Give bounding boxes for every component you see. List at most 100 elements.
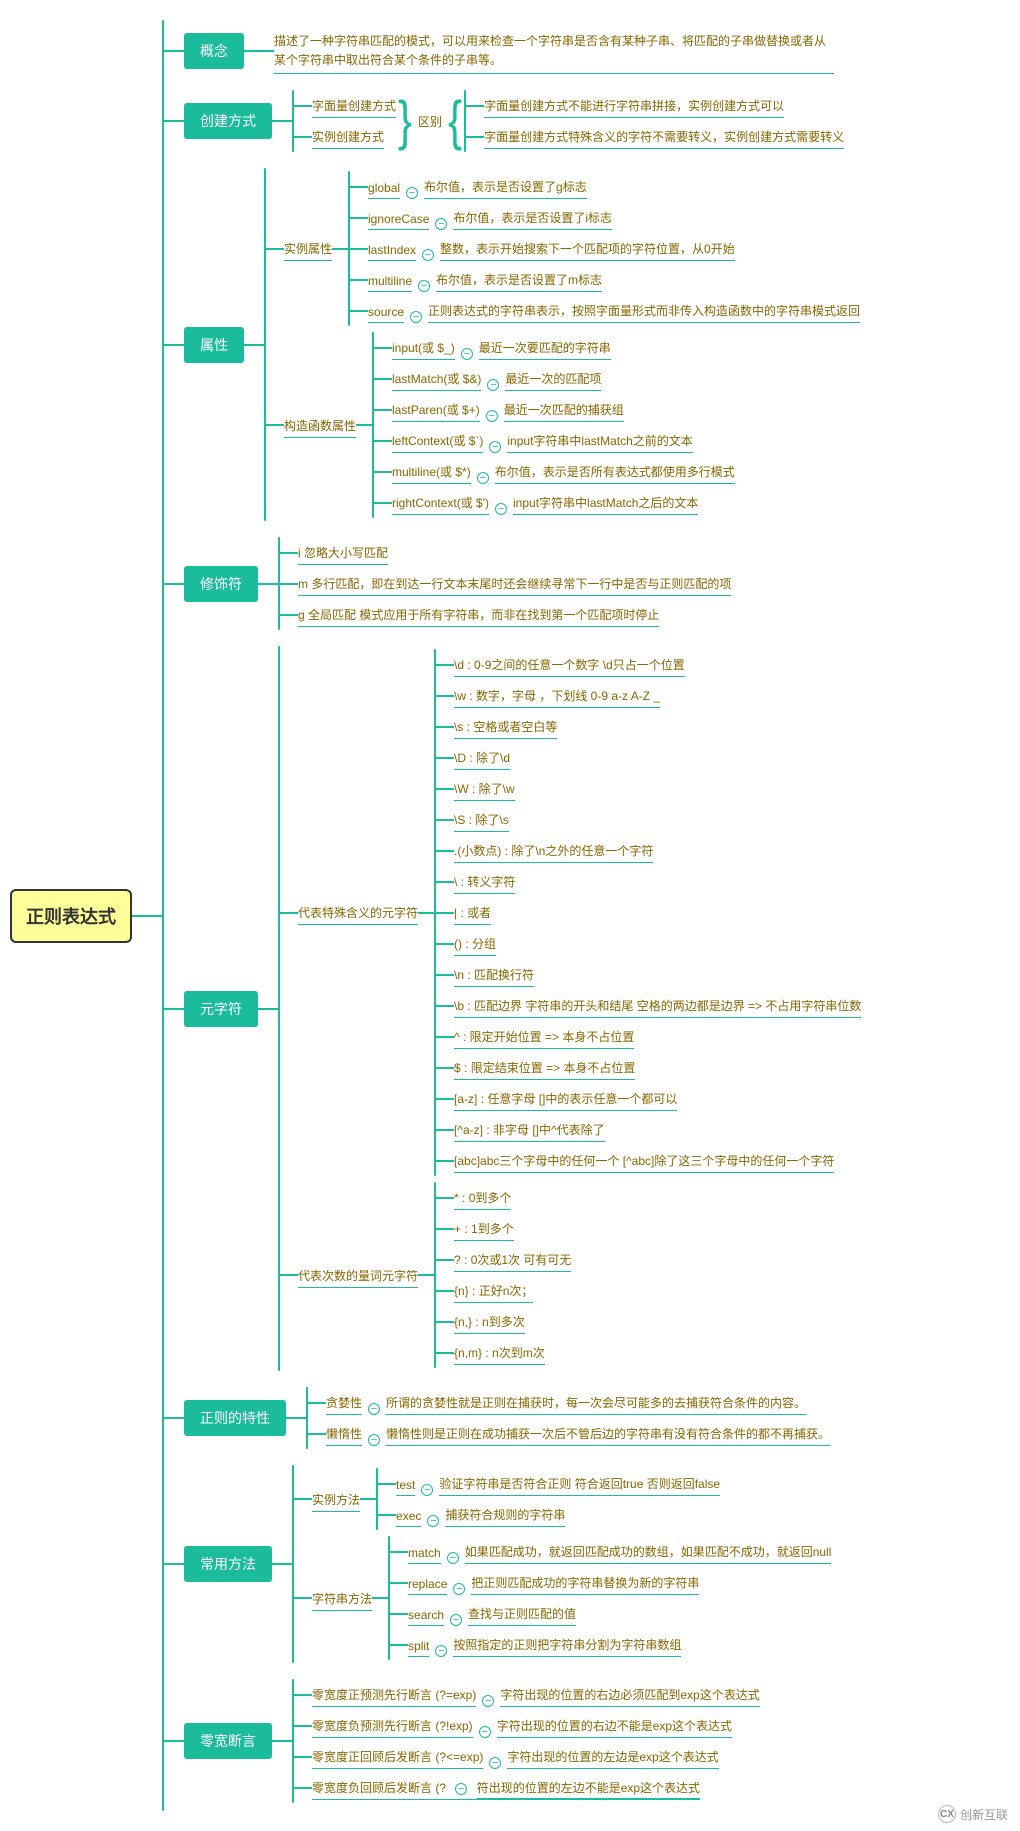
attr-ctor-5-key: rightContext(或 $') xyxy=(392,490,489,515)
method-str-2-val: 查找与正则匹配的值 xyxy=(468,1601,576,1626)
node-methods: 常用方法 xyxy=(184,1546,272,1582)
mindmap: 正则表达式 概念 描述了一种字符串匹配的模式，可以用来检查一个字符串是否含有某种… xyxy=(10,20,1010,1811)
trait-0-key: 贪婪性 xyxy=(326,1390,362,1415)
collapse-icon[interactable]: − xyxy=(486,410,498,422)
meta-special-8: | : 或者 xyxy=(454,900,491,925)
meta-special-14: [a-z] : 任意字母 []中的表示任意一个都可以 xyxy=(454,1086,677,1111)
method-str-0-key: match xyxy=(408,1542,441,1564)
meta-quant-5: {n,m} : n次到m次 xyxy=(454,1340,545,1365)
trait-0-val: 所谓的贪婪性就是正则在捕获时，每一次会尽可能多的去捕获符合条件的内容。 xyxy=(386,1390,806,1415)
collapse-icon[interactable]: − xyxy=(477,472,489,484)
meta-special-13: $ : 限定结束位置 => 本身不占位置 xyxy=(454,1055,635,1080)
collapse-icon[interactable]: − xyxy=(487,379,499,391)
attr-ctor-3-val: input字符串中lastMatch之前的文本 xyxy=(507,428,692,453)
create-way-0: 字面量创建方式 xyxy=(312,93,396,118)
node-concept: 概念 xyxy=(184,33,244,69)
brace-icon: } xyxy=(446,94,464,149)
collapse-icon[interactable]: − xyxy=(461,348,473,360)
watermark-logo-icon: CX xyxy=(938,1805,956,1823)
section-modifiers: 修饰符 i 忽略大小写匹配m 多行匹配，即在到达一行文本末尾时还会继续寻常下一行… xyxy=(164,537,861,630)
collapse-icon[interactable]: − xyxy=(482,1695,494,1707)
method-inst-0-val: 验证字符串是否符合正则 符合返回true 否则返回false xyxy=(439,1471,720,1496)
attr-instance-4-val: 正则表达式的字符串表示，按照字面量形式而非传入构造函数中的字符串模式返回 xyxy=(428,298,860,323)
collapse-icon[interactable]: − xyxy=(455,1783,467,1795)
trait-1-val: 懒惰性则是正则在成功捕获一次后不管后边的字符串有没有符合条件的都不再捕获。 xyxy=(386,1421,830,1446)
meta-special-4: \W : 除了\w xyxy=(454,776,515,801)
meta-special-3: \D : 除了\d xyxy=(454,745,510,770)
attr-ctor-2-key: lastParen(或 $+) xyxy=(392,397,480,422)
attr-instance-0-key: global xyxy=(368,177,400,199)
collapse-icon[interactable]: − xyxy=(495,503,507,515)
trait-1-key: 懒惰性 xyxy=(326,1421,362,1446)
collapse-icon[interactable]: − xyxy=(406,187,418,199)
meta-quant-label: 代表次数的量词元字符 xyxy=(298,1263,418,1288)
collapse-icon[interactable]: − xyxy=(435,218,447,230)
collapse-icon[interactable]: − xyxy=(422,249,434,261)
watermark: CX 创新互联 xyxy=(938,1805,1008,1823)
collapse-icon[interactable]: − xyxy=(450,1614,462,1626)
meta-special-5: \S : 除了\s xyxy=(454,807,509,832)
node-attrs: 属性 xyxy=(184,327,244,363)
method-inst-1-val: 捕获符合规则的字符串 xyxy=(445,1502,565,1527)
concept-desc: 描述了一种字符串匹配的模式，可以用来检查一个字符串是否含有某种子串、将匹配的子串… xyxy=(274,28,834,74)
meta-special-7: \ : 转义字符 xyxy=(454,869,515,894)
meta-quant-1: + : 1到多个 xyxy=(454,1216,514,1241)
attr-ctor-5-val: input字符串中lastMatch之后的文本 xyxy=(513,490,698,515)
attr-instance-0-val: 布尔值，表示是否设置了g标志 xyxy=(424,174,587,199)
attr-instance-1-val: 布尔值，表示是否设置了i标志 xyxy=(453,205,612,230)
meta-special-10: \n : 匹配换行符 xyxy=(454,962,534,987)
assert-3-val: 符出现的位置的左边不能是exp这个表达式 xyxy=(477,1777,700,1799)
section-attrs: 属性 实例属性 global − 布尔值，表示是否设置了g标志 ignoreCa… xyxy=(164,168,861,521)
meta-special-0: \d : 0-9之间的任意一个数字 \d只占一个位置 xyxy=(454,652,685,677)
collapse-icon[interactable]: − xyxy=(489,1757,501,1769)
methods-inst-label: 实例方法 xyxy=(312,1487,360,1512)
section-create: 创建方式 字面量创建方式 实例创建方式 } 区别 } 字面量创建方式不能进行字符… xyxy=(164,90,861,152)
collapse-icon[interactable]: − xyxy=(479,1726,491,1738)
attr-instance-1-key: ignoreCase xyxy=(368,208,429,230)
create-diff-0: 字面量创建方式不能进行字符串拼接，实例创建方式可以 xyxy=(484,93,784,118)
collapse-icon[interactable]: − xyxy=(447,1552,459,1564)
section-traits: 正则的特性 贪婪性 − 所谓的贪婪性就是正则在捕获时，每一次会尽可能多的去捕获符… xyxy=(164,1387,861,1449)
attrs-instance-label: 实例属性 xyxy=(284,236,332,261)
meta-quant-4: {n,} : n到多次 xyxy=(454,1309,525,1334)
collapse-icon[interactable]: − xyxy=(427,1515,439,1527)
section-methods: 常用方法 实例方法 test − 验证字符串是否符合正则 符合返回true 否则… xyxy=(164,1465,861,1663)
method-inst-1-key: exec xyxy=(396,1505,421,1527)
attr-ctor-1-val: 最近一次的匹配项 xyxy=(505,366,601,391)
create-diff-1: 字面量创建方式特殊含义的字符不需要转义，实例创建方式需要转义 xyxy=(484,124,844,149)
meta-special-2: \s : 空格或者空白等 xyxy=(454,714,557,739)
meta-special-9: () : 分组 xyxy=(454,931,496,956)
collapse-icon[interactable]: − xyxy=(410,311,422,323)
method-str-1-key: replace xyxy=(408,1573,447,1595)
attr-ctor-0-val: 最近一次要匹配的字符串 xyxy=(479,335,611,360)
node-create: 创建方式 xyxy=(184,103,272,139)
node-traits: 正则的特性 xyxy=(184,1400,286,1436)
attr-instance-2-val: 整数，表示开始搜索下一个匹配项的字符位置，从0开始 xyxy=(440,236,735,261)
assert-0-val: 字符出现的位置的右边必须匹配到exp这个表达式 xyxy=(500,1682,759,1707)
collapse-icon[interactable]: − xyxy=(453,1583,465,1595)
root-node: 正则表达式 xyxy=(10,889,132,943)
collapse-icon[interactable]: − xyxy=(421,1484,433,1496)
meta-special-16: [abc]abc三个字母中的任何一个 [^abc]除了这三个字母中的任何一个字符 xyxy=(454,1148,834,1173)
meta-quant-0: * : 0到多个 xyxy=(454,1185,511,1210)
attrs-ctor-label: 构造函数属性 xyxy=(284,413,356,438)
meta-quant-3: {n} : 正好n次； xyxy=(454,1278,533,1303)
node-assert: 零宽断言 xyxy=(184,1723,272,1759)
collapse-icon[interactable]: − xyxy=(418,280,430,292)
modifier-1: m 多行匹配，即在到达一行文本末尾时还会继续寻常下一行中是否与正则匹配的项 xyxy=(298,571,731,596)
collapse-icon[interactable]: − xyxy=(435,1645,447,1657)
assert-0-key: 零宽度正预测先行断言 (?=exp) xyxy=(312,1682,476,1707)
create-way-1: 实例创建方式 xyxy=(312,124,384,149)
attr-ctor-4-val: 布尔值，表示是否所有表达式都使用多行模式 xyxy=(495,459,735,484)
collapse-icon[interactable]: − xyxy=(368,1403,380,1415)
method-str-3-key: split xyxy=(408,1635,429,1657)
assert-1-key: 零宽度负预测先行断言 (?!exp) xyxy=(312,1713,473,1738)
assert-3-key: 零宽度负回顾后发断言 (? − 符出现的位置的左边不能是exp这个表达式 xyxy=(312,1775,700,1800)
diff-label: 区别 xyxy=(418,113,442,130)
collapse-icon[interactable]: − xyxy=(368,1434,380,1446)
collapse-icon[interactable]: − xyxy=(489,441,501,453)
attr-ctor-2-val: 最近一次匹配的捕获组 xyxy=(504,397,624,422)
meta-special-12: ^ : 限定开始位置 => 本身不占位置 xyxy=(454,1024,634,1049)
meta-special-label: 代表特殊含义的元字符 xyxy=(298,900,418,925)
method-str-1-val: 把正则匹配成功的字符串替换为新的字符串 xyxy=(471,1570,699,1595)
